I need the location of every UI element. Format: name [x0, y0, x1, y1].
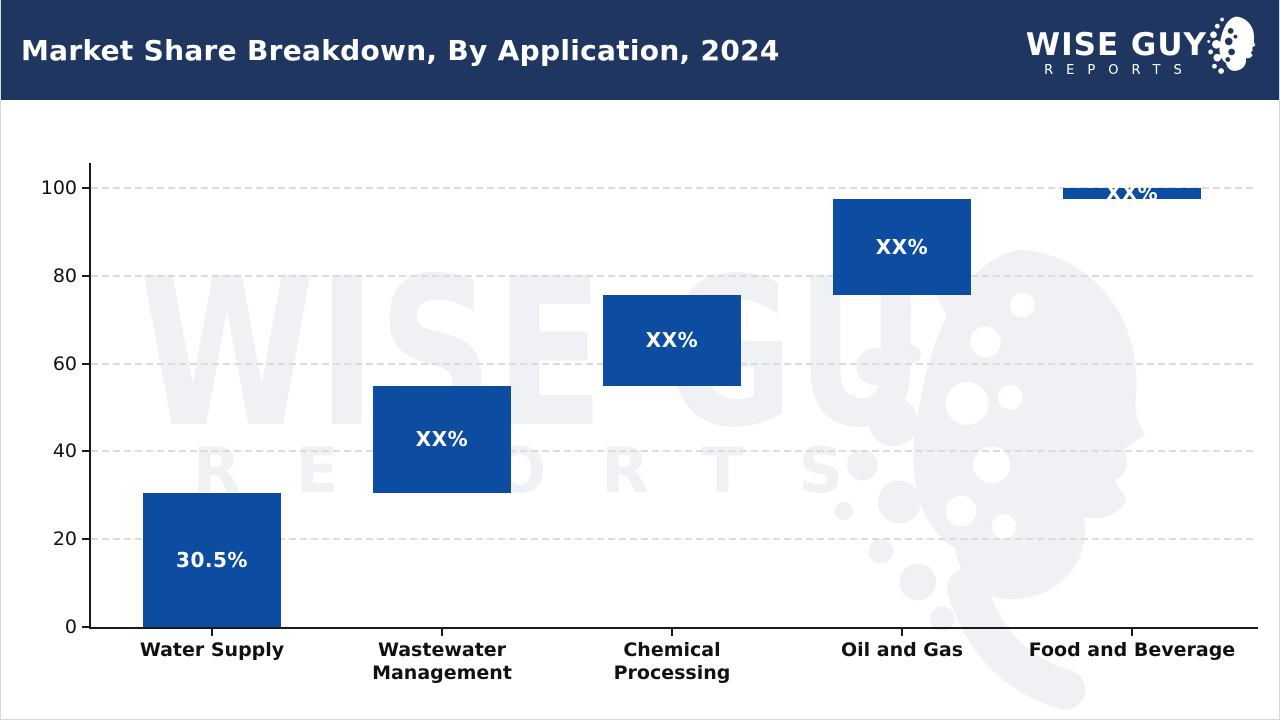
y-tick	[82, 362, 90, 365]
gridline	[91, 450, 1257, 453]
x-axis-spine	[89, 627, 1258, 629]
y-tick-label: 80	[52, 264, 77, 287]
wiseguy-logo: WISE GUY REPORTS	[1026, 8, 1265, 92]
y-axis-spine	[89, 163, 91, 629]
logo-wordmark: WISE GUY	[1025, 27, 1207, 63]
gridline	[91, 538, 1257, 541]
y-tick-label: 60	[52, 352, 77, 375]
x-category-label-water-supply: Water Supply	[139, 639, 285, 661]
x-tick	[441, 629, 443, 636]
x-category-label-oil-and-gas: Oil and Gas	[840, 639, 964, 661]
bar-value-label: XX%	[875, 235, 929, 260]
x-tick	[211, 629, 213, 636]
chart-title: Market Share Breakdown, By Application, …	[21, 33, 780, 67]
logo-face-icon	[1207, 16, 1256, 74]
y-tick-label: 0	[64, 616, 77, 638]
y-tick	[82, 187, 90, 189]
y-tick	[82, 538, 90, 541]
gridline	[91, 187, 1257, 189]
logo-subtitle: REPORTS	[1044, 63, 1195, 78]
bar-wastewater-management: XX%	[373, 385, 511, 494]
y-tick-label: 20	[52, 528, 77, 551]
x-tick	[671, 629, 673, 636]
watermark-subtitle: REPORTS	[193, 434, 899, 507]
bar-chemical-processing: XX%	[603, 295, 741, 386]
y-tick	[82, 274, 90, 277]
gridline	[91, 274, 1257, 277]
bar-food-and-beverage: XX%	[1063, 181, 1201, 205]
logo-text: WISE GUY REPORTS	[1026, 28, 1207, 78]
y-tick	[82, 450, 90, 453]
x-category-label-wastewater-management: Wastewater Management	[372, 639, 512, 684]
y-tick-label: 40	[52, 440, 77, 463]
bar-oil-and-gas: XX%	[833, 198, 971, 296]
header-bar: Market Share Breakdown, By Application, …	[1, 0, 1279, 100]
y-tick	[82, 626, 90, 628]
bar-value-label: XX%	[645, 328, 699, 353]
bar-value-label: 30.5%	[176, 548, 248, 573]
x-tick	[901, 629, 903, 636]
bar-value-label: XX%	[415, 427, 469, 452]
bar-water-supply: 30.5%	[143, 493, 281, 627]
bar-value-label: XX%	[1105, 181, 1159, 206]
x-category-label-chemical-processing: Chemical Processing	[613, 639, 731, 684]
x-category-label-food-and-beverage: Food and Beverage	[1028, 639, 1236, 661]
y-tick-label: 100	[40, 177, 77, 199]
watermark-face-icon	[834, 249, 1146, 710]
x-tick	[1131, 629, 1133, 636]
